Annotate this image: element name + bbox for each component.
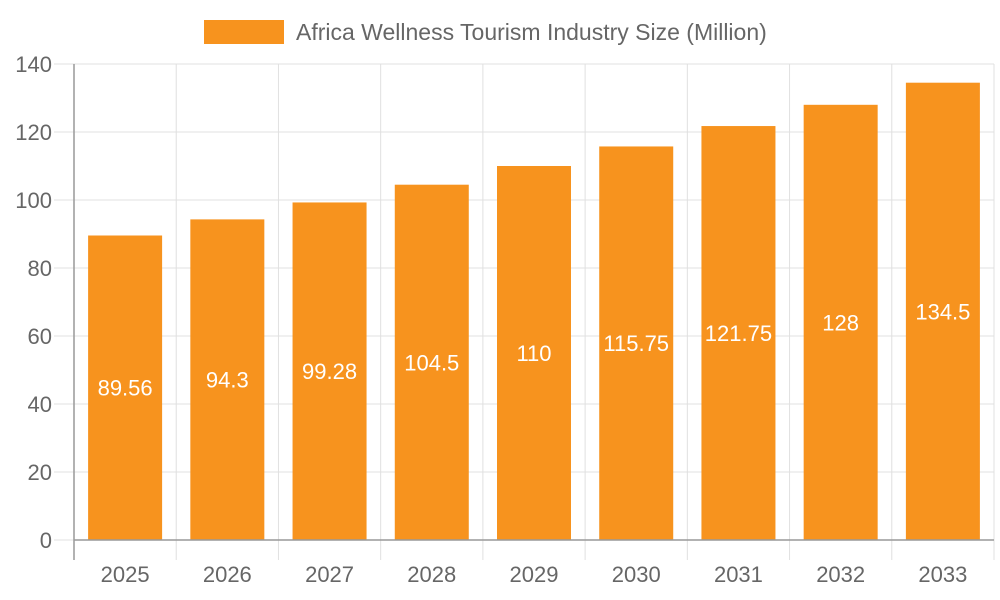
data-label: 89.56 — [98, 376, 153, 401]
data-label: 104.5 — [404, 350, 459, 375]
legend[interactable]: Africa Wellness Tourism Industry Size (M… — [204, 19, 767, 45]
y-tick-label: 0 — [40, 528, 52, 553]
data-label: 128 — [822, 310, 859, 335]
x-tick-label: 2030 — [612, 562, 661, 587]
data-label: 110 — [516, 341, 551, 366]
axes: 0 20 40 60 80 100 120 140 2025 2026 2027 2028 2029 20… — [15, 52, 994, 587]
legend-swatch — [204, 20, 284, 44]
x-tick-label: 2033 — [918, 562, 967, 587]
bar-2028 — [394, 184, 469, 540]
x-tick-label: 2031 — [714, 562, 763, 587]
data-label: 115.75 — [603, 331, 669, 356]
bar-2029 — [497, 166, 571, 540]
bar-2031 — [701, 126, 776, 541]
bar-2030 — [599, 146, 674, 540]
data-label: 99.28 — [302, 359, 357, 384]
bar-2027 — [292, 202, 367, 540]
y-tick-label: 80 — [28, 256, 52, 281]
y-tick-label: 60 — [28, 324, 52, 349]
x-tick-label: 2028 — [407, 562, 456, 587]
bars: 89.56 94.3 99.28 104.5 110 115.75 121.75 128 134… — [88, 82, 980, 541]
y-tick-label: 40 — [28, 392, 52, 417]
data-label: 121.75 — [705, 321, 772, 346]
y-tick-label: 20 — [28, 460, 52, 485]
bar-2026 — [190, 219, 265, 540]
data-label: 134.5 — [915, 299, 970, 324]
x-tick-label: 2025 — [101, 562, 150, 587]
data-label: 94.3 — [206, 368, 249, 393]
bar-2032 — [803, 104, 878, 541]
bar-2033 — [905, 82, 980, 540]
x-tick-label: 2032 — [816, 562, 865, 587]
y-tick-label: 120 — [15, 120, 52, 145]
y-tick-label: 140 — [15, 52, 52, 77]
x-tick-label: 2026 — [203, 562, 252, 587]
y-tick-label: 100 — [15, 188, 52, 213]
x-tick-label: 2029 — [510, 562, 559, 587]
x-tick-label: 2027 — [305, 562, 354, 587]
legend-label: Africa Wellness Tourism Industry Size (M… — [296, 19, 767, 45]
bar-2025 — [88, 235, 163, 540]
